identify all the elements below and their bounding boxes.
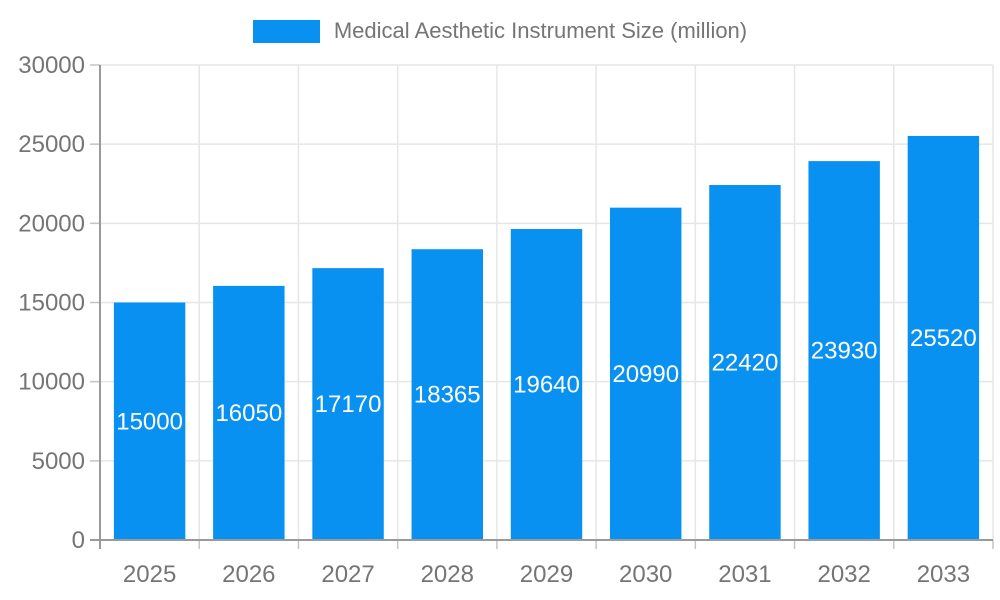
- y-tick-label: 10000: [18, 369, 85, 396]
- bar-value-label: 17170: [315, 391, 382, 418]
- x-tick-label: 2027: [321, 561, 374, 588]
- x-tick-label: 2028: [421, 561, 474, 588]
- bar-value-label: 19640: [513, 372, 580, 399]
- y-tick-label: 25000: [18, 131, 85, 158]
- bar-value-label: 20990: [612, 361, 679, 388]
- bar-2029[interactable]: [510, 229, 583, 541]
- x-tick-label: 2032: [817, 561, 870, 588]
- x-tick-label: 2026: [222, 561, 275, 588]
- bar-2025[interactable]: [113, 302, 186, 541]
- bar-2028[interactable]: [411, 249, 483, 541]
- x-tick-label: 2025: [123, 561, 176, 588]
- y-tick-label: 20000: [18, 210, 85, 237]
- legend-label: Medical Aesthetic Instrument Size (milli…: [333, 18, 748, 43]
- bar-value-label: 15000: [116, 408, 183, 435]
- bar-2033[interactable]: [907, 135, 980, 540]
- bar-value-label: 23930: [811, 338, 878, 365]
- y-tick-label: 30000: [18, 52, 85, 79]
- x-tick-label: 2033: [917, 561, 970, 588]
- bar-value-label: 22420: [712, 350, 779, 377]
- bar-2032[interactable]: [808, 161, 880, 540]
- y-tick-label: 15000: [18, 290, 85, 317]
- y-tick-label: 5000: [32, 448, 85, 475]
- bar-2031[interactable]: [709, 185, 781, 540]
- legend-item[interactable]: Medical Aesthetic Instrument Size (milli…: [0, 18, 1000, 44]
- bar-value-label: 18365: [414, 382, 481, 409]
- bar-2026[interactable]: [213, 285, 285, 540]
- legend-color-swatch-icon: [252, 19, 320, 43]
- x-tick-label: 2031: [718, 561, 771, 588]
- x-tick-label: 2029: [520, 561, 573, 588]
- bar-2030[interactable]: [610, 207, 682, 541]
- y-tick-label: 0: [72, 527, 85, 554]
- bar-2027[interactable]: [312, 268, 384, 540]
- x-tick-label: 2030: [619, 561, 672, 588]
- bar-value-label: 25520: [910, 325, 977, 352]
- bar-value-label: 16050: [215, 400, 282, 427]
